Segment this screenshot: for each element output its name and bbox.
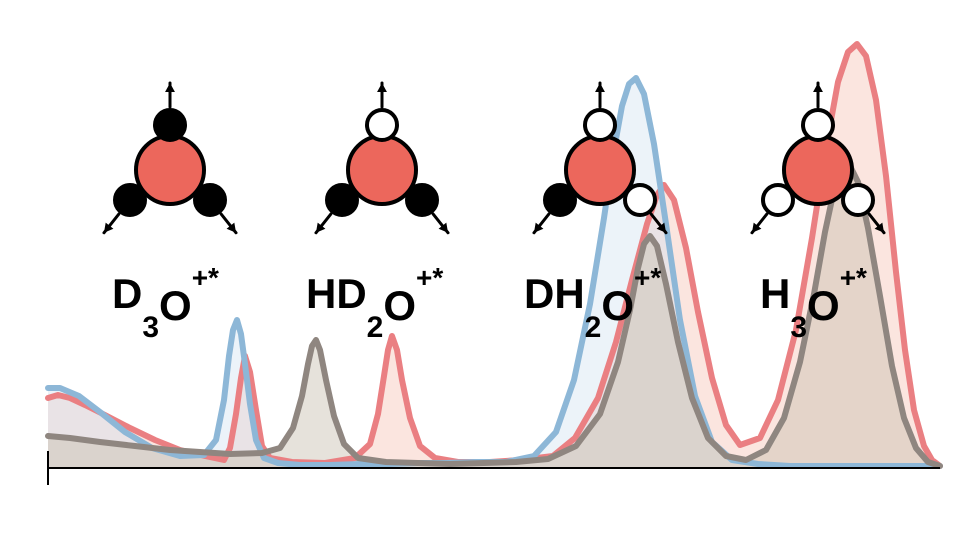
hydrogen-atom xyxy=(803,110,833,140)
hydrogen-atom xyxy=(585,110,615,140)
hydrogen-atom xyxy=(763,185,793,215)
momentum-arrow-head xyxy=(813,83,823,92)
oxygen-atom xyxy=(136,136,204,204)
hydrogen-atom xyxy=(407,185,437,215)
spectrum-svg: D3O+*HD2O+*DH2O+*H3O+* xyxy=(0,0,972,538)
hydrogen-atom xyxy=(545,185,575,215)
molecule-d3o-icon xyxy=(104,83,236,233)
oxygen-atom xyxy=(348,136,416,204)
spectrum-figure: { "canvas": { "width": 972, "height": 53… xyxy=(0,0,972,538)
species-label-hd2o: HD2O+* xyxy=(306,262,443,344)
oxygen-atom xyxy=(784,136,852,204)
oxygen-atom xyxy=(566,136,634,204)
hydrogen-atom xyxy=(367,110,397,140)
momentum-arrow-head xyxy=(165,83,175,92)
hydrogen-atom xyxy=(327,185,357,215)
momentum-arrow-head xyxy=(595,83,605,92)
molecule-hd2o-icon xyxy=(316,83,448,233)
hydrogen-atom xyxy=(115,185,145,215)
species-label-d3o: D3O+* xyxy=(112,262,219,344)
hydrogen-atom xyxy=(155,110,185,140)
hydrogen-atom xyxy=(625,185,655,215)
momentum-arrow-head xyxy=(377,83,387,92)
hydrogen-atom xyxy=(195,185,225,215)
hydrogen-atom xyxy=(843,185,873,215)
